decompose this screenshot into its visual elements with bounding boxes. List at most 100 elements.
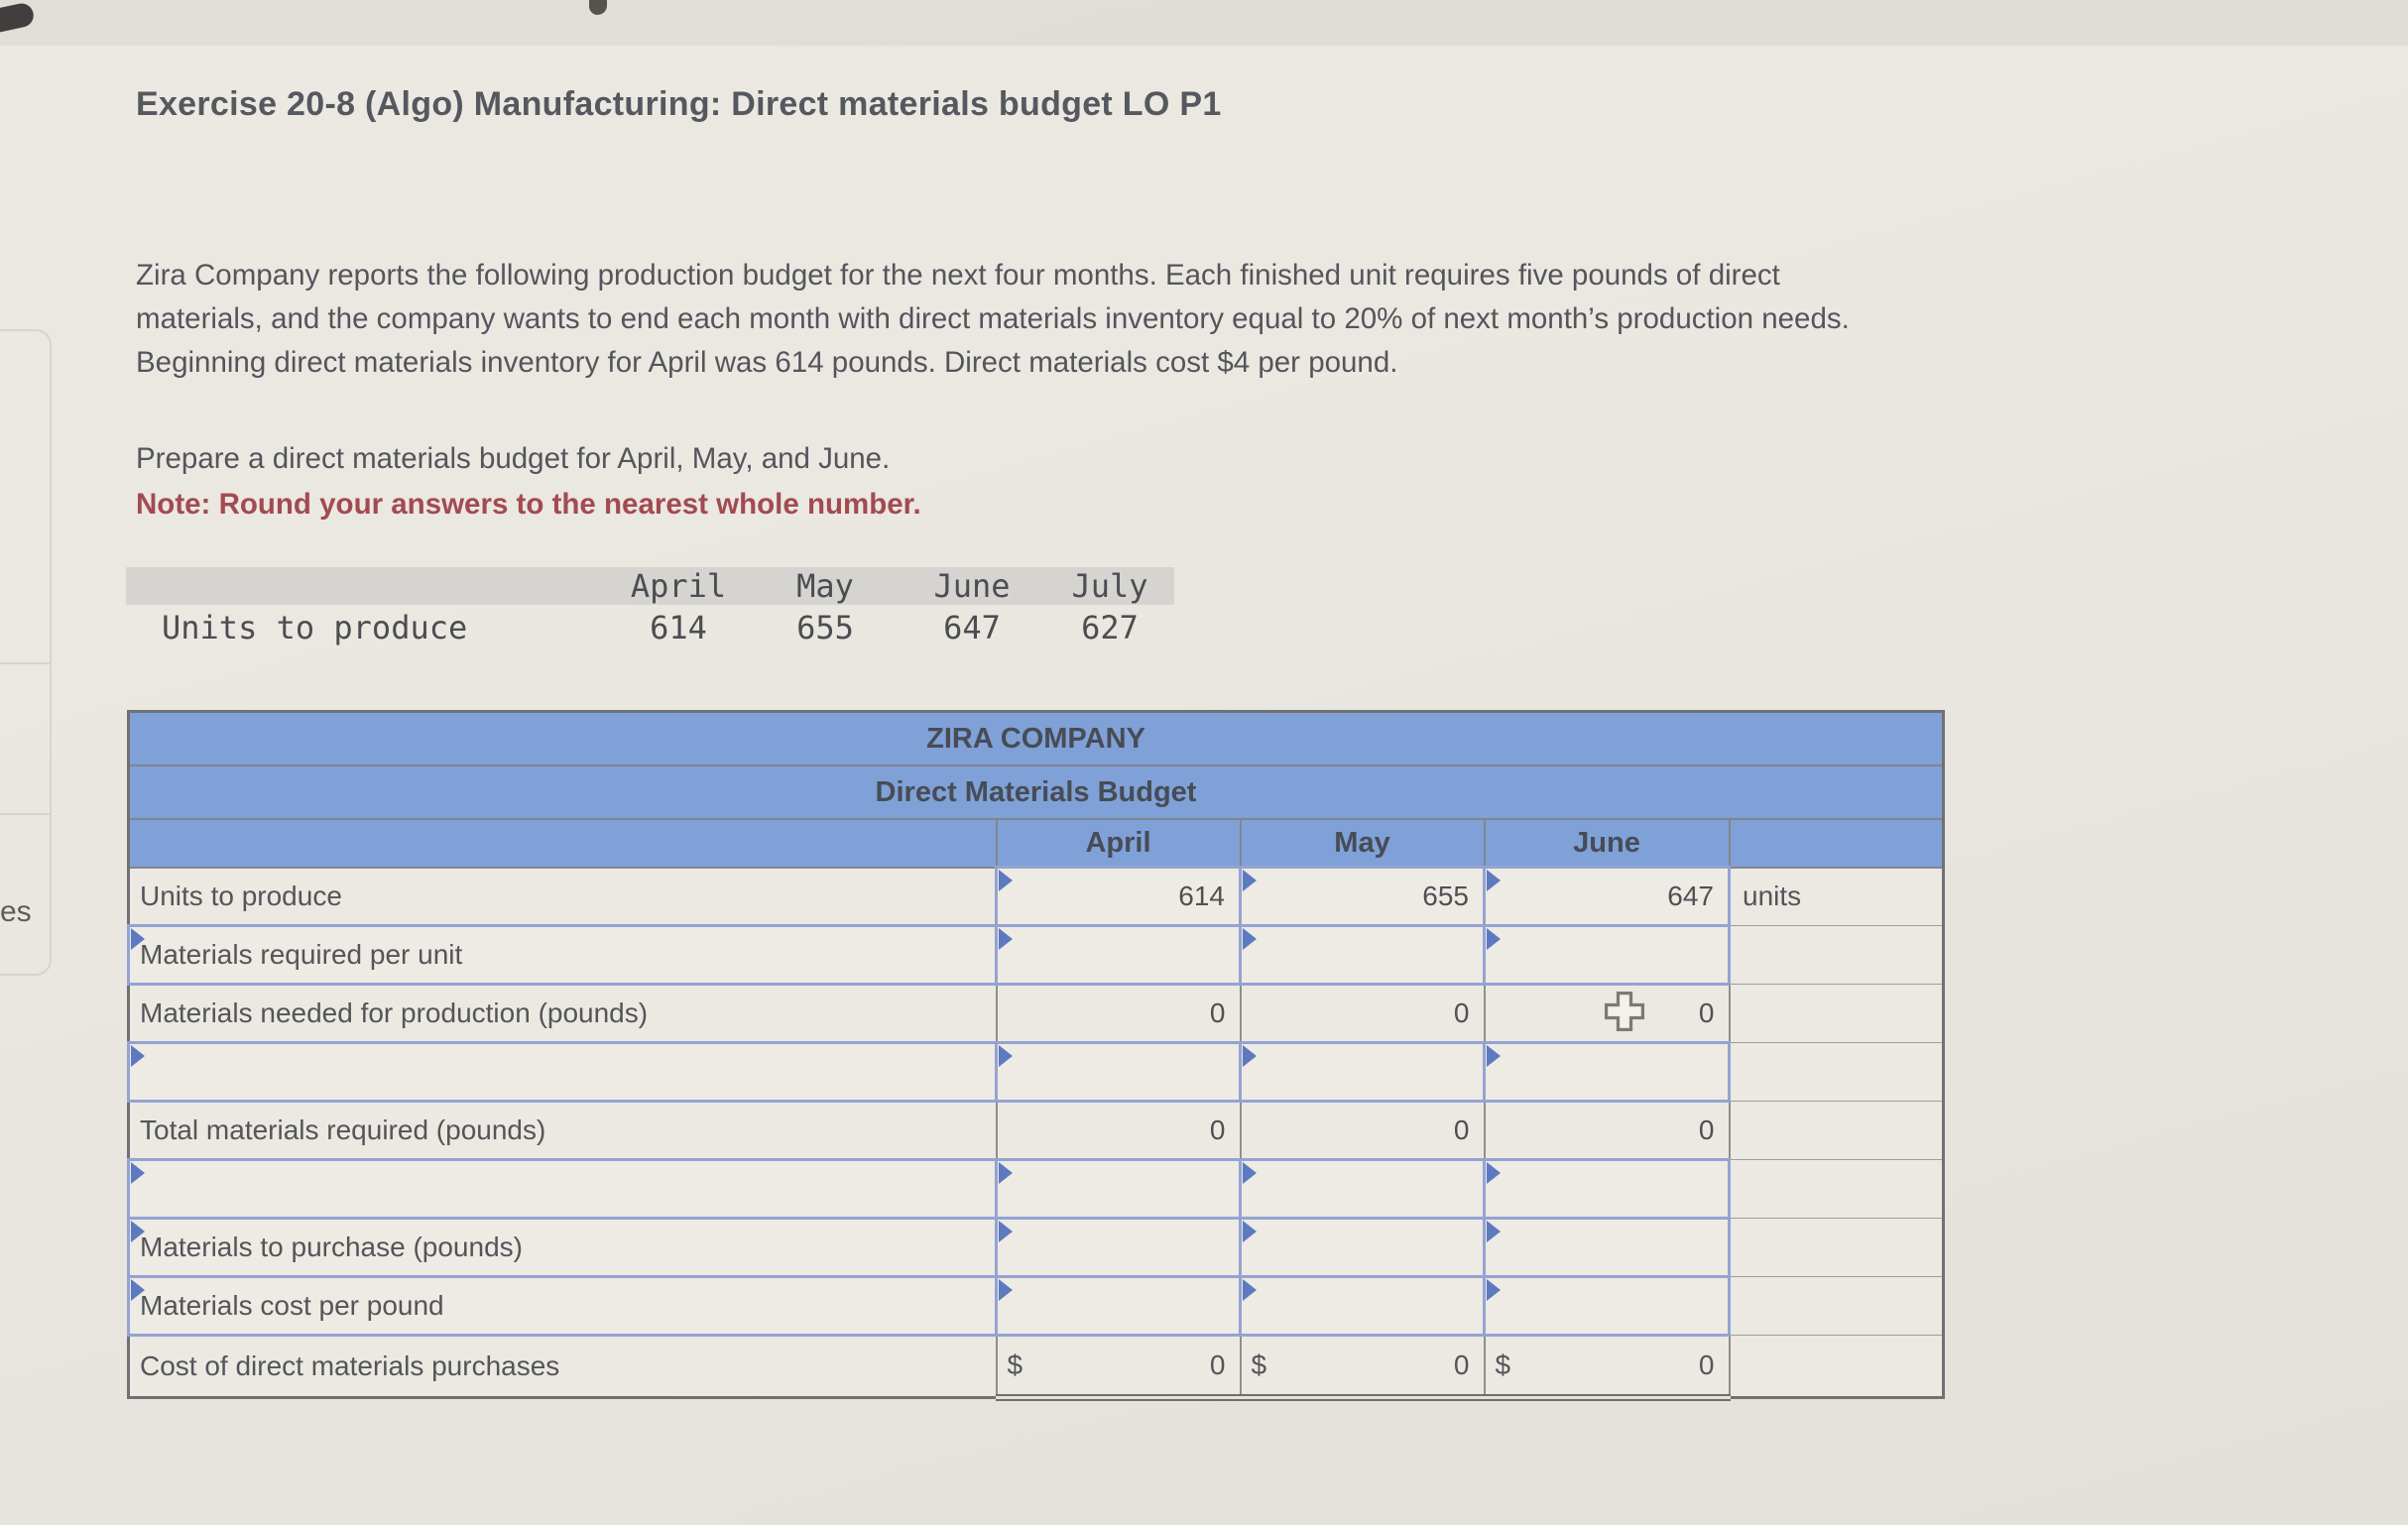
- row-materials-to-purchase: Materials to purchase (pounds): [127, 1217, 1944, 1278]
- input-marker-icon: [1487, 928, 1501, 950]
- input-marker-icon: [999, 1221, 1013, 1242]
- spacer-cell: [126, 567, 605, 605]
- answer-cell[interactable]: [1483, 1217, 1731, 1278]
- input-marker-icon: [1487, 1221, 1501, 1242]
- row-blank-1: [127, 1041, 1944, 1103]
- row-label: Cost of direct materials purchases: [127, 1334, 998, 1399]
- dollar-sign: $: [1251, 1349, 1267, 1380]
- answer-cell[interactable]: [1483, 1275, 1731, 1337]
- row-label: Units to produce: [162, 609, 468, 646]
- answer-cell-units-may[interactable]: 655: [1239, 866, 1486, 927]
- answer-cell[interactable]: [995, 1217, 1242, 1278]
- answer-cell-units-april[interactable]: 614: [995, 866, 1242, 927]
- note-text: Note: Round your answers to the nearest …: [136, 488, 921, 521]
- top-edge-mark: [589, 0, 607, 15]
- answer-cell-units-june[interactable]: 647: [1483, 866, 1731, 927]
- label-select-cell[interactable]: [127, 1041, 998, 1103]
- answer-cell[interactable]: [1239, 1158, 1486, 1220]
- spacer-cell: [127, 818, 998, 869]
- answer-cell[interactable]: [1239, 1275, 1486, 1337]
- plus-cursor-icon: [1604, 991, 1645, 1032]
- problem-line: materials, and the company wants to end …: [136, 302, 1850, 335]
- units-suffix: [1729, 1101, 1944, 1160]
- units-may: 655: [796, 609, 854, 646]
- row-label: Total materials required (pounds): [127, 1100, 998, 1161]
- answer-cell[interactable]: [995, 1275, 1242, 1337]
- table-subtitle-row: Direct Materials Budget: [127, 764, 1945, 820]
- input-marker-icon: [1243, 1162, 1257, 1184]
- table-subtitle: Direct Materials Budget: [127, 764, 1945, 820]
- input-marker-icon: [1243, 870, 1257, 891]
- units-suffix: units: [1729, 867, 1944, 926]
- input-marker-icon: [1487, 1162, 1501, 1184]
- calc-cell: 0: [1239, 1100, 1486, 1161]
- row-label: Units to produce: [127, 866, 998, 927]
- row-materials-needed-for-production: Materials needed for production (pounds)…: [127, 983, 1944, 1044]
- input-marker-icon: [999, 870, 1013, 891]
- answer-cell[interactable]: [1483, 1158, 1731, 1220]
- label-select-cell[interactable]: [127, 1158, 998, 1220]
- input-marker-icon: [1243, 928, 1257, 950]
- answer-cell[interactable]: [1239, 1041, 1486, 1103]
- row-blank-2: [127, 1158, 1944, 1220]
- col-april: April: [605, 567, 752, 605]
- input-marker-icon: [1243, 1221, 1257, 1242]
- problem-line: Zira Company reports the following produ…: [136, 259, 1780, 292]
- answer-cell[interactable]: [1483, 924, 1731, 986]
- input-marker-icon: [131, 1221, 145, 1242]
- calc-cell: 0: [1239, 983, 1486, 1044]
- units-suffix: [1729, 1218, 1944, 1277]
- input-marker-icon: [1243, 1045, 1257, 1067]
- units-april: 614: [650, 609, 707, 646]
- input-marker-icon: [131, 928, 145, 950]
- dollar-sign: $: [1007, 1349, 1023, 1380]
- calc-cell: 0: [995, 983, 1242, 1044]
- input-marker-icon: [131, 1045, 145, 1067]
- answer-cell[interactable]: [995, 1158, 1242, 1220]
- camera-artifact-blob: [0, 1, 36, 35]
- units-suffix: [1729, 925, 1944, 985]
- label-select-cell[interactable]: Materials to purchase (pounds): [127, 1217, 998, 1278]
- sidebar-card-fragment: [0, 329, 52, 976]
- answer-cell[interactable]: [1483, 1041, 1731, 1103]
- label-select-cell[interactable]: Materials cost per pound: [127, 1275, 998, 1337]
- calc-cell: 0: [995, 1100, 1242, 1161]
- month-header-may: May: [1239, 818, 1486, 869]
- col-july: July: [1045, 567, 1174, 605]
- input-marker-icon: [131, 1279, 145, 1301]
- month-header-row: April May June: [127, 818, 1945, 869]
- dollar-sign: $: [1495, 1349, 1511, 1380]
- input-marker-icon: [999, 1279, 1013, 1301]
- answer-cell[interactable]: [1239, 1217, 1486, 1278]
- units-suffix: [1729, 1335, 1944, 1398]
- units-june: 647: [943, 609, 1001, 646]
- row-label: Materials needed for production (pounds): [127, 983, 998, 1044]
- row-materials-required-per-unit: Materials required per unit: [127, 924, 1944, 986]
- col-may: May: [752, 567, 899, 605]
- row-materials-cost-per-pound: Materials cost per pound: [127, 1275, 1944, 1337]
- calc-cell-dollar: $0: [995, 1334, 1242, 1401]
- input-marker-icon: [1243, 1279, 1257, 1301]
- company-title-row: ZIRA COMPANY: [127, 710, 1945, 766]
- month-header-june: June: [1483, 818, 1731, 869]
- units-suffix: [1729, 1042, 1944, 1102]
- input-marker-icon: [1487, 1279, 1501, 1301]
- answer-cell[interactable]: [995, 1041, 1242, 1103]
- row-cost-of-direct-materials-purchases: Cost of direct materials purchases $0 $0…: [127, 1334, 1944, 1401]
- input-marker-icon: [999, 1162, 1013, 1184]
- label-select-cell[interactable]: Materials required per unit: [127, 924, 998, 986]
- sidebar-item-fragment[interactable]: es: [0, 895, 32, 928]
- input-marker-icon: [999, 1045, 1013, 1067]
- instruction-text: Prepare a direct materials budget for Ap…: [136, 442, 891, 475]
- divider: [0, 662, 50, 664]
- problem-line: Beginning direct materials inventory for…: [136, 346, 1398, 379]
- production-budget-table: April May June July Units to produce 614…: [126, 567, 1174, 650]
- units-suffix: [1729, 1276, 1944, 1336]
- page-title: Exercise 20-8 (Algo) Manufacturing: Dire…: [136, 85, 1222, 123]
- input-marker-icon: [131, 1162, 145, 1184]
- answer-cell[interactable]: [995, 924, 1242, 986]
- calc-cell-dollar: $0: [1239, 1334, 1486, 1401]
- problem-text: Zira Company reports the following produ…: [136, 254, 1850, 385]
- answer-cell[interactable]: [1239, 924, 1486, 986]
